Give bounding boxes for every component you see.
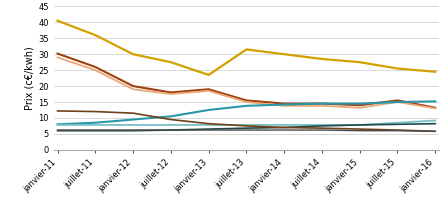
Y-axis label: Prix (c€/kwh): Prix (c€/kwh) <box>24 46 34 110</box>
